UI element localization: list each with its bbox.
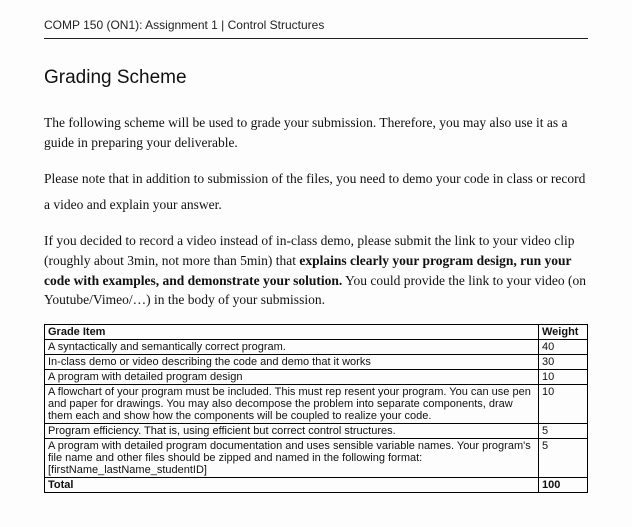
table-row: In-class demo or video describing the co… [45,354,588,369]
document-page: COMP 150 (ON1): Assignment 1 | Control S… [0,0,632,527]
page-header: COMP 150 (ON1): Assignment 1 | Control S… [44,18,588,39]
grade-item-cell: In-class demo or video describing the co… [45,354,539,369]
grade-item-cell: A syntactically and semantically correct… [45,339,539,354]
grade-item-cell: Program efficiency. That is, using effic… [45,423,539,438]
table-row: A program with detailed program document… [45,438,588,477]
grade-weight-cell: 10 [539,384,588,423]
grading-table: Grade Item Weight A syntactically and se… [44,324,588,493]
grade-weight-cell: 30 [539,354,588,369]
table-header-row: Grade Item Weight [45,324,588,339]
table-row: A program with detailed program design 1… [45,369,588,384]
page-title: Grading Scheme [44,67,588,89]
table-row: Program efficiency. That is, using effic… [45,423,588,438]
table-total-row: Total 100 [45,477,588,492]
grade-weight-cell: 40 [539,339,588,354]
grade-weight-cell: 10 [539,369,588,384]
total-value-cell: 100 [539,477,588,492]
total-label-cell: Total [45,477,539,492]
table-row: A flowchart of your program must be incl… [45,384,588,423]
grade-item-cell: A flowchart of your program must be incl… [45,384,539,423]
col-header-item: Grade Item [45,324,539,339]
table-row: A syntactically and semantically correct… [45,339,588,354]
demo-note-paragraph: Please note that in addition to submissi… [44,166,588,217]
video-note-paragraph: If you decided to record a video instead… [44,231,588,309]
grade-weight-cell: 5 [539,438,588,477]
grade-weight-cell: 5 [539,423,588,438]
col-header-weight: Weight [539,324,588,339]
intro-paragraph: The following scheme will be used to gra… [44,113,588,152]
grade-item-cell: A program with detailed program design [45,369,539,384]
grade-item-cell: A program with detailed program document… [45,438,539,477]
